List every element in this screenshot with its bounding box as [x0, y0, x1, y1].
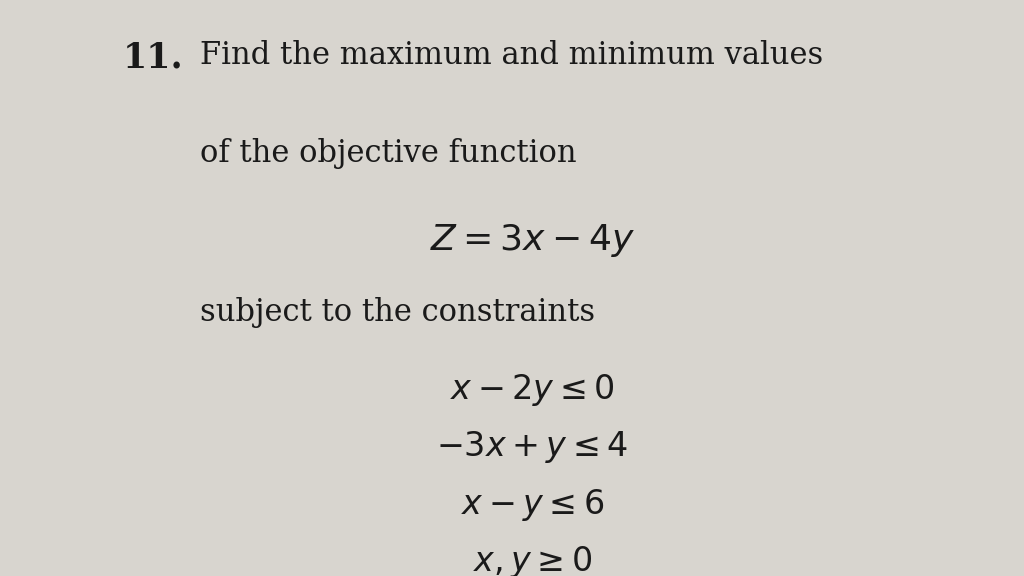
Text: 11.: 11.	[123, 40, 183, 74]
Text: Find the maximum and minimum values: Find the maximum and minimum values	[200, 40, 823, 71]
Text: subject to the constraints: subject to the constraints	[200, 297, 595, 328]
Text: $Z = 3x - 4y$: $Z = 3x - 4y$	[430, 222, 635, 259]
Text: $x, y \geq 0$: $x, y \geq 0$	[473, 544, 592, 576]
Text: of the objective function: of the objective function	[200, 138, 577, 169]
Text: $x - y \leq 6$: $x - y \leq 6$	[461, 487, 604, 523]
Text: $-3x + y \leq 4$: $-3x + y \leq 4$	[436, 429, 629, 465]
Text: $x - 2y \leq 0$: $x - 2y \leq 0$	[451, 372, 614, 408]
